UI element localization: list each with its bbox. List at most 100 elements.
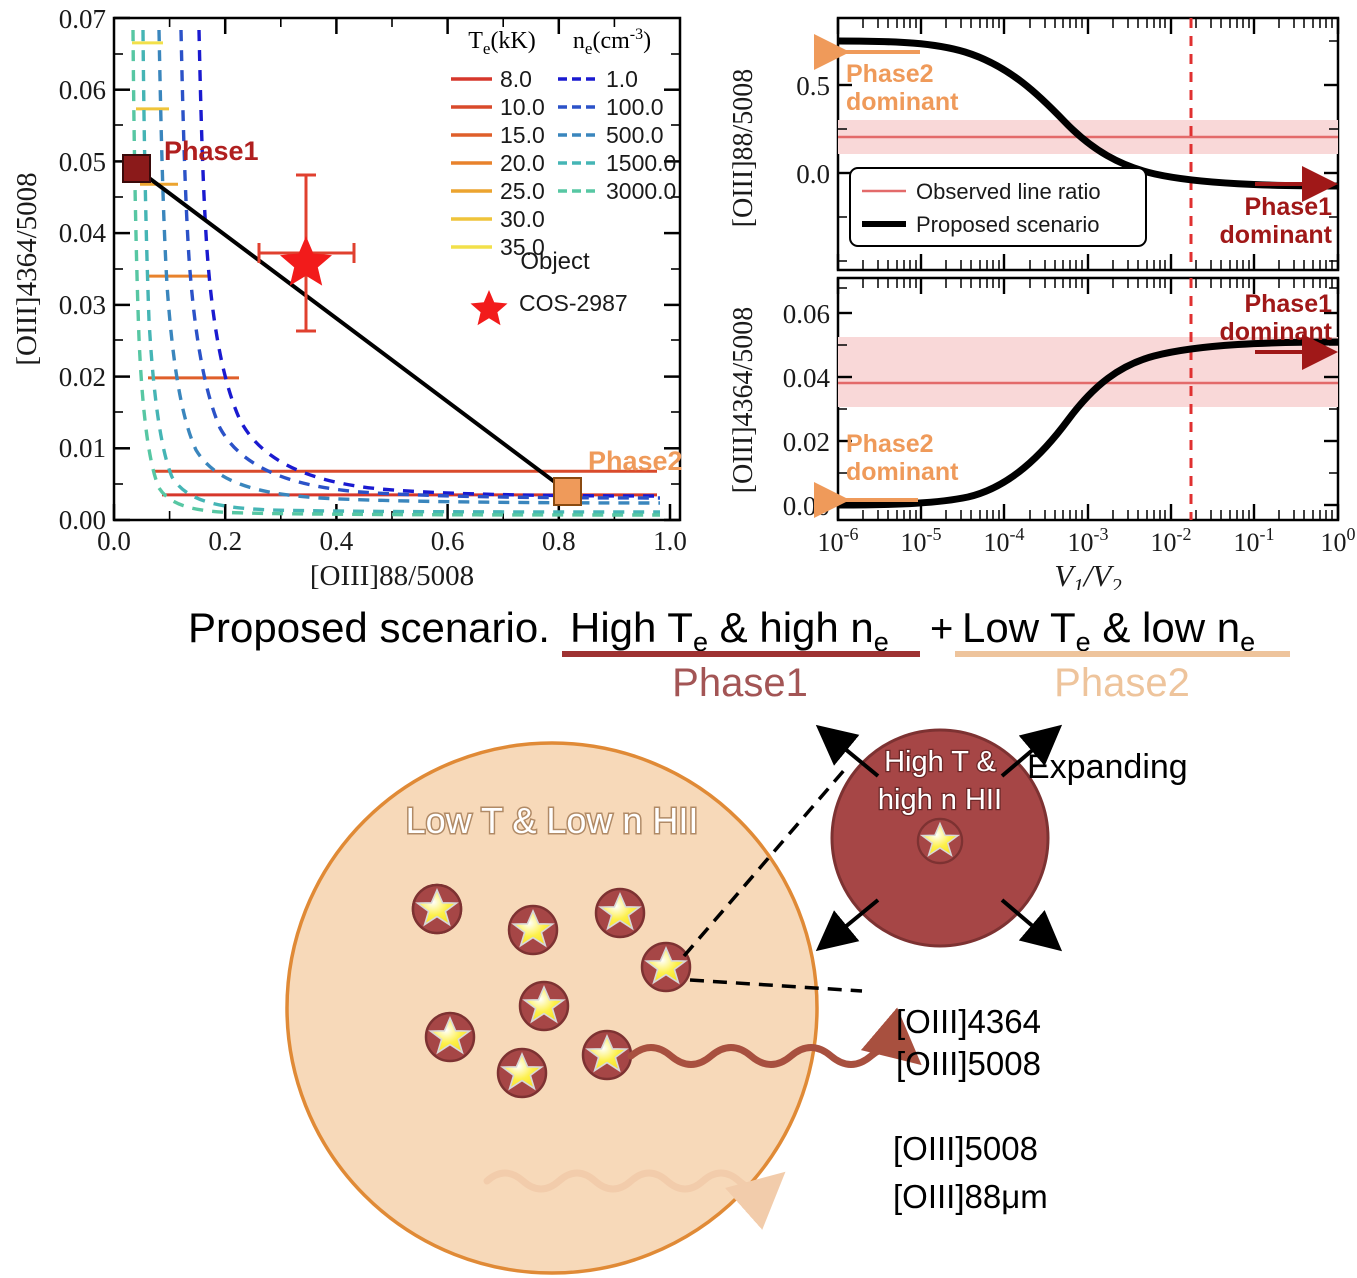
legend-te-swatches [451, 77, 492, 249]
tr-ytick-labels: 0.5 0.0 [796, 71, 830, 189]
hii-star-1b[interactable] [411, 883, 463, 935]
legend-te-item-2: 15.0 [500, 122, 545, 148]
legend-object-header: Object [520, 248, 590, 275]
br-xaxis-title: V1/V2 [1054, 558, 1122, 590]
legend-ne-item-3: 1500.0 [606, 150, 676, 176]
br-ytick-0: 0.06 [783, 299, 830, 329]
ne-curve-500 [157, 29, 661, 505]
hii-star-5[interactable] [518, 980, 570, 1032]
legend-ne-swatches [558, 77, 597, 193]
br-ytick-1: 0.04 [783, 363, 831, 393]
emission-top-line2: [OIII]5008 [896, 1045, 1041, 1082]
legend-ne-item-2: 500.0 [606, 122, 664, 148]
schematic-diagram: Low T & Low n HII High T & high n HII [0, 708, 1357, 1278]
low-temperature-cloud-label: Low T & Low n HII [406, 800, 699, 841]
legend-ne-header: ne(cm-3) [573, 26, 651, 58]
xtick-2: 0.4 [320, 526, 354, 556]
phase2-annotation: Phase2 [588, 446, 683, 476]
expanding-label: Expanding [1027, 748, 1188, 786]
xtick-3: 0.6 [431, 526, 465, 556]
legend-te-labels: 8.0 10.0 15.0 20.0 25.0 30.0 35.0 [500, 66, 545, 260]
br-phase2-line2: dominant [846, 458, 959, 486]
tr-phase1-line1: Phase1 [1244, 193, 1332, 221]
caption-phase2-expression: Low Te & low ne [962, 604, 1255, 657]
ytick-1: 0.01 [59, 433, 106, 463]
tr-legend-label-observed: Observed line ratio [916, 179, 1101, 204]
panel-right-stack: 0.5 0.0 [OIII]88/5008 Phase2 dominant Ph… [710, 0, 1357, 590]
br-ytick-labels: 0.06 0.04 0.02 0.00 [783, 299, 831, 521]
br-phase2-line1: Phase2 [846, 430, 934, 458]
mixing-line [135, 166, 569, 493]
tr-phase1-line2: dominant [1220, 221, 1333, 249]
br-xtick-5: 10-1 [1234, 524, 1275, 557]
emission-wave-bottom [483, 1169, 786, 1230]
phase1-marker[interactable] [122, 154, 151, 183]
ne-isodensity-curves [131, 29, 661, 517]
hii-star-3[interactable] [594, 887, 646, 939]
legend-te-item-1: 10.0 [500, 94, 545, 120]
x-axis-group: 0.0 0.2 0.4 0.6 0.8 1.0 [97, 18, 687, 556]
br-xtick-6: 100 [1321, 524, 1356, 557]
caption-svg: Proposed scenario. High Te & high ne + L… [188, 604, 1290, 705]
legend-object-label: COS-2987 [519, 290, 628, 316]
ne-curve-100 [179, 29, 661, 500]
caption-phase1-label: Phase1 [672, 661, 808, 705]
phase1-annotation: Phase1 [164, 136, 259, 166]
br-phase1-line2: dominant [1220, 318, 1333, 346]
cos2987-star-marker[interactable] [280, 236, 332, 286]
ytick-4: 0.04 [59, 218, 107, 248]
ne-curve-1500 [141, 29, 661, 514]
right-panels-svg: 0.5 0.0 [OIII]88/5008 Phase2 dominant Ph… [728, 16, 1356, 590]
legend-ne-labels: 1.0 100.0 500.0 1500.0 3000.0 [606, 66, 676, 204]
hii-star-2[interactable] [507, 904, 559, 956]
tr-phase2-line1: Phase2 [846, 60, 934, 88]
br-xtick-4: 10-2 [1151, 524, 1192, 557]
legend-object-star-icon [470, 290, 508, 326]
ne-curve-1 [197, 29, 661, 498]
legend-te-item-6: 35.0 [500, 234, 545, 260]
legend-te-item-3: 20.0 [500, 150, 545, 176]
legend-te-item-5: 30.0 [500, 206, 545, 232]
hii-star-6[interactable] [424, 1011, 476, 1063]
emission-bottom-line1: [OIII]5008 [893, 1130, 1038, 1167]
tr-legend-label-scenario: Proposed scenario [916, 212, 1099, 237]
legend-te-header: Te(kK) [468, 28, 536, 58]
br-yaxis-title: [OIII]4364/5008 [728, 307, 759, 494]
hii-star-4[interactable] [640, 941, 692, 993]
panel-main-diagnostic: 0.00 0.01 0.02 0.03 0.04 0.05 0.06 0.07 [0, 0, 710, 590]
ytick-3: 0.03 [59, 290, 106, 320]
main-plot-svg: 0.00 0.01 0.02 0.03 0.04 0.05 0.06 0.07 [11, 4, 687, 590]
caption-plus: + [930, 607, 953, 651]
zoom-connector-lines [682, 766, 863, 993]
tr-ytick-0: 0.5 [796, 71, 830, 101]
emission-labels: [OIII]4364 [OIII]5008 [OIII]5008 [OIII]8… [893, 1003, 1048, 1215]
tr-legend-box [849, 167, 1147, 247]
main-legend: Te(kK) ne(cm-3) 8.0 10.0 15.0 20.0 25.0 [451, 26, 676, 326]
ytick-6: 0.06 [59, 75, 106, 105]
hii-star-8[interactable] [581, 1029, 633, 1081]
high-temp-label-line1: High T & [884, 746, 996, 778]
hii-star-7[interactable] [496, 1047, 548, 1099]
caption-lead: Proposed scenario. [188, 604, 550, 651]
phase2-marker[interactable] [553, 477, 582, 506]
br-xtick-2: 10-4 [984, 524, 1025, 557]
tr-legend: Observed line ratio Proposed scenario [849, 167, 1147, 247]
xtick-1: 0.2 [208, 526, 242, 556]
high-temp-label-line2: high n HII [878, 784, 1002, 816]
emission-bottom-line2: [OIII]88μm [893, 1178, 1048, 1215]
ne-curve-3000 [131, 29, 661, 517]
right-axis-ticks [664, 53, 680, 522]
ytick-0: 0.00 [59, 505, 106, 535]
legend-te-item-0: 8.0 [500, 66, 532, 92]
ytick-2: 0.02 [59, 362, 106, 392]
proposed-scenario-caption: Proposed scenario. High Te & high ne + L… [0, 598, 1357, 708]
high-temp-central-star[interactable] [916, 817, 964, 865]
br-xtick-3: 10-3 [1068, 524, 1109, 557]
main-yaxis-title: [OIII]4364/5008 [11, 172, 43, 365]
expansion-arrows [815, 724, 1063, 952]
tr-phase2-note: Phase2 dominant [846, 60, 959, 116]
br-xtick-labels: 10-6 10-5 10-4 10-3 10-2 10-1 100 [818, 524, 1356, 557]
legend-te-item-4: 25.0 [500, 178, 545, 204]
y-axis-group: 0.00 0.01 0.02 0.03 0.04 0.05 0.06 0.07 [59, 4, 130, 535]
br-xtick-0: 10-6 [818, 524, 859, 557]
